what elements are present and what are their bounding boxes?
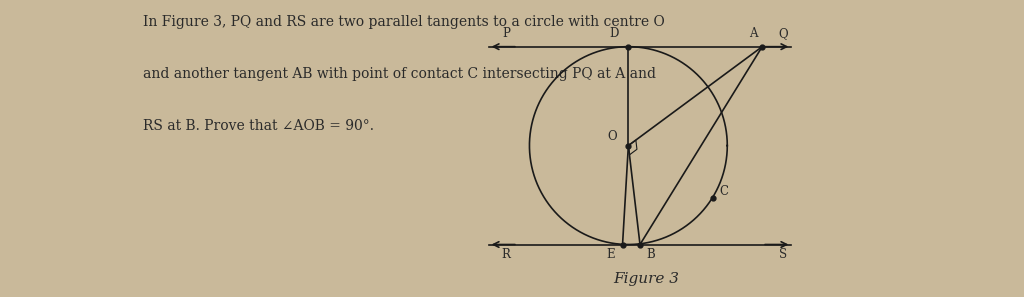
Text: In Figure 3, PQ and RS are two parallel tangents to a circle with centre O: In Figure 3, PQ and RS are two parallel … xyxy=(143,15,666,29)
Text: E: E xyxy=(606,249,615,261)
Text: A: A xyxy=(749,27,757,40)
Text: Figure 3: Figure 3 xyxy=(612,272,679,286)
Text: D: D xyxy=(609,27,620,40)
Text: P: P xyxy=(502,27,510,40)
Text: C: C xyxy=(720,185,729,198)
Text: RS at B. Prove that ∠AOB = 90°.: RS at B. Prove that ∠AOB = 90°. xyxy=(143,119,375,133)
Text: and another tangent AB with point of contact C intersecting PQ at A and: and another tangent AB with point of con… xyxy=(143,67,656,81)
Text: O: O xyxy=(607,130,616,143)
Text: R: R xyxy=(502,249,511,261)
Text: B: B xyxy=(646,249,655,261)
Text: Q: Q xyxy=(778,27,787,40)
Text: S: S xyxy=(779,249,787,261)
